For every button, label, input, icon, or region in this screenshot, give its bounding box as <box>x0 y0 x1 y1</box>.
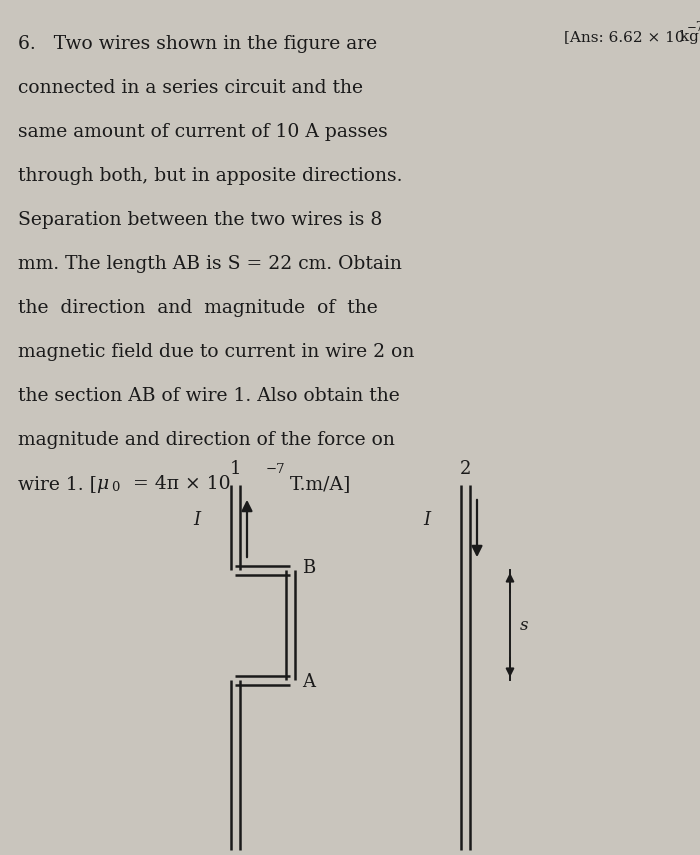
Text: s: s <box>520 616 528 634</box>
Text: = 4π × 10: = 4π × 10 <box>127 475 230 493</box>
Text: −7: −7 <box>266 463 286 476</box>
Text: wire 1. [: wire 1. [ <box>18 475 97 493</box>
Text: same amount of current of 10 A passes: same amount of current of 10 A passes <box>18 123 388 141</box>
Text: μ: μ <box>96 475 108 493</box>
Text: T.m/A]: T.m/A] <box>284 475 351 493</box>
Text: kg]: kg] <box>676 30 700 44</box>
Text: A: A <box>302 673 315 691</box>
Text: 0: 0 <box>111 481 120 493</box>
Text: the  direction  and  magnitude  of  the: the direction and magnitude of the <box>18 299 378 317</box>
Text: 6.   Two wires shown in the figure are: 6. Two wires shown in the figure are <box>18 35 377 53</box>
Text: the section AB of wire 1. Also obtain the: the section AB of wire 1. Also obtain th… <box>18 387 400 405</box>
Text: I: I <box>193 511 201 529</box>
Text: through both, but in apposite directions.: through both, but in apposite directions… <box>18 167 402 185</box>
Text: 1: 1 <box>230 460 241 478</box>
Text: 2: 2 <box>459 460 470 478</box>
Text: magnitude and direction of the force on: magnitude and direction of the force on <box>18 431 395 449</box>
Text: B: B <box>302 559 315 577</box>
Text: magnetic field due to current in wire 2 on: magnetic field due to current in wire 2 … <box>18 343 414 361</box>
Text: mm. The length AB is S = 22 cm. Obtain: mm. The length AB is S = 22 cm. Obtain <box>18 255 402 273</box>
Text: −7: −7 <box>687 21 700 34</box>
Text: Separation between the two wires is 8: Separation between the two wires is 8 <box>18 211 382 229</box>
Text: connected in a series circuit and the: connected in a series circuit and the <box>18 79 363 97</box>
Text: I: I <box>424 511 430 529</box>
Text: [Ans: 6.62 × 10: [Ans: 6.62 × 10 <box>564 30 685 44</box>
